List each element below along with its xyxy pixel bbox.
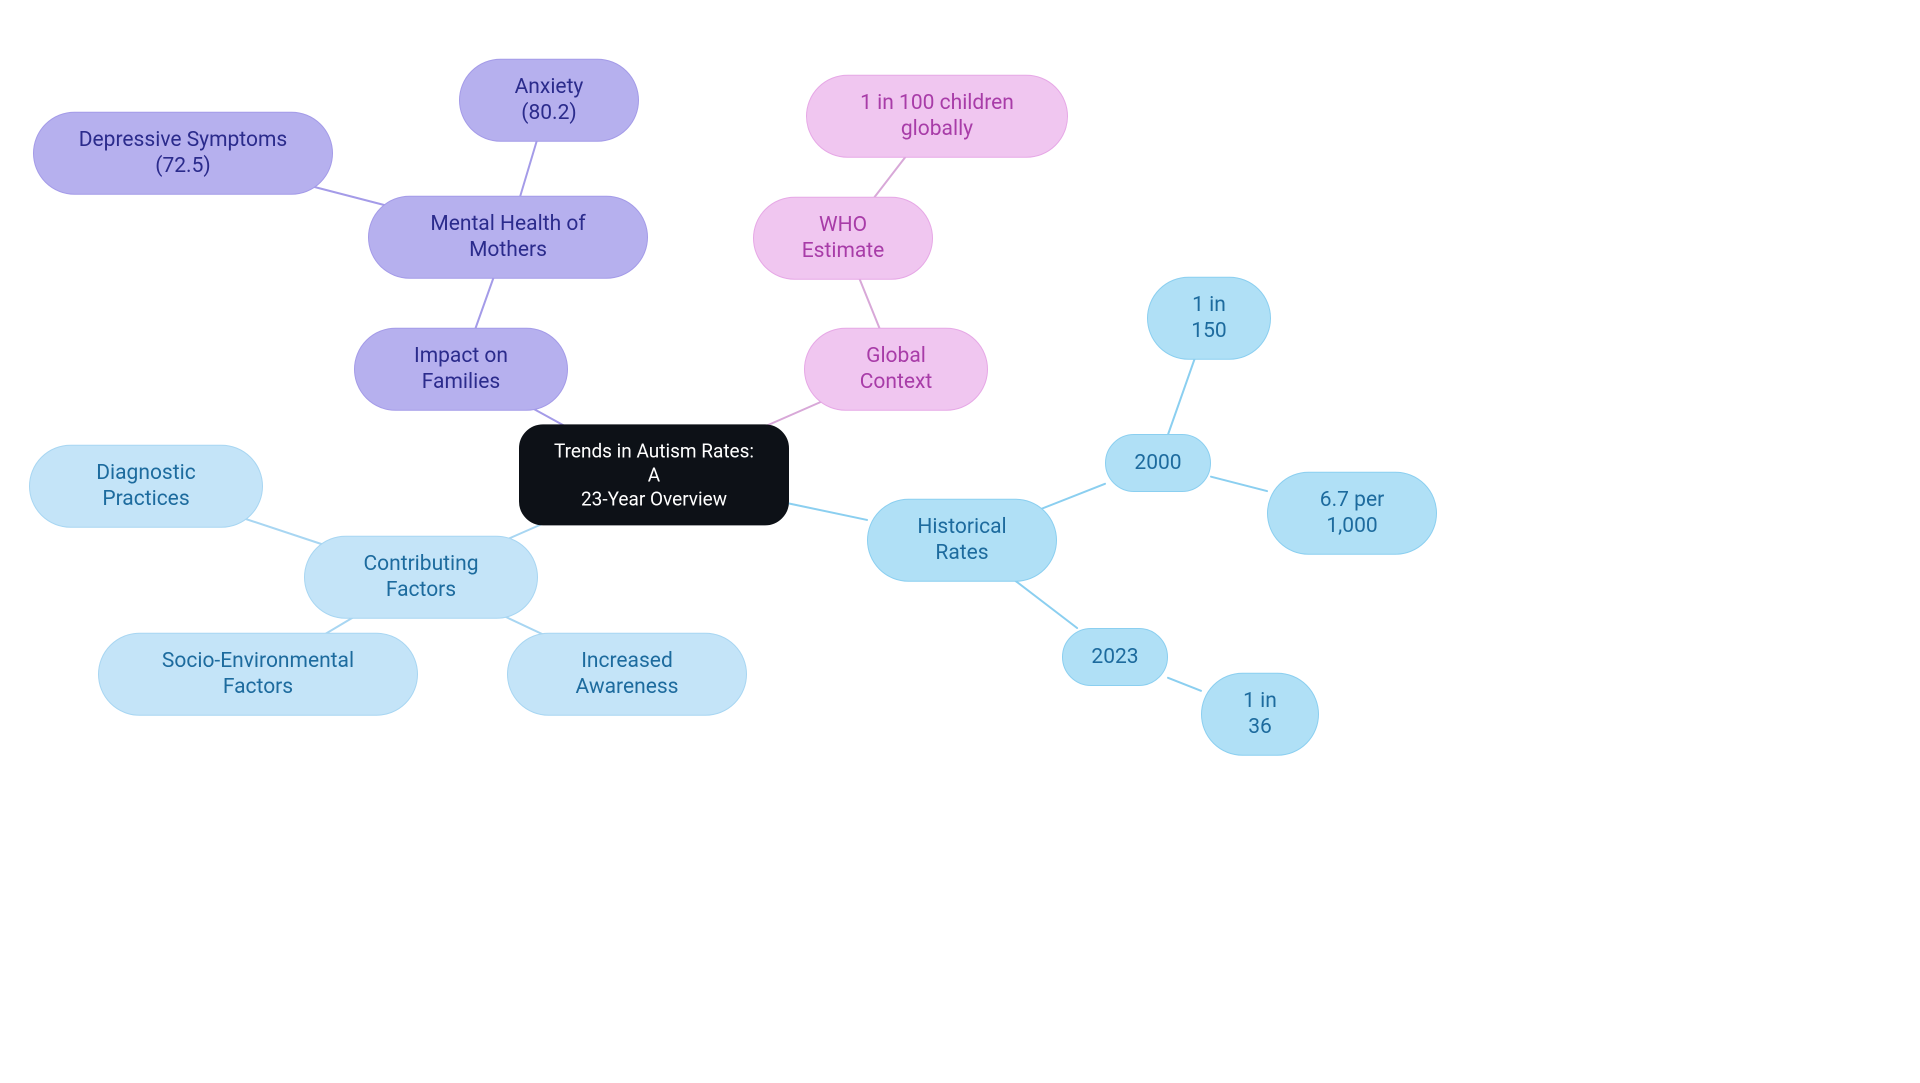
node-1-in-36: 1 in 36 <box>1201 673 1319 756</box>
node-mental-health-mothers: Mental Health of Mothers <box>368 196 648 279</box>
node-label: 2023 <box>1091 644 1138 670</box>
node-contributing-factors: Contributing Factors <box>304 536 538 619</box>
node-impact-families: Impact on Families <box>354 328 568 411</box>
node-label: WHO Estimate <box>784 212 902 265</box>
node-label: Diagnostic Practices <box>60 460 232 513</box>
node-global-context: Global Context <box>804 328 988 411</box>
node-2023: 2023 <box>1062 628 1168 686</box>
node-anxiety: Anxiety (80.2) <box>459 59 639 142</box>
node-label: 1 in 36 <box>1232 688 1288 741</box>
node-label: 1 in 150 <box>1178 292 1240 345</box>
node-historical-rates: Historical Rates <box>867 499 1057 582</box>
node-6-7-per-1000: 6.7 per 1,000 <box>1267 472 1437 555</box>
node-label: Depressive Symptoms (72.5) <box>64 127 302 180</box>
node-increased-awareness: Increased Awareness <box>507 633 747 716</box>
node-label: Increased Awareness <box>538 648 716 701</box>
node-label: Historical Rates <box>898 514 1026 567</box>
node-label: 1 in 100 children globally <box>837 90 1037 143</box>
node-depressive-symptoms: Depressive Symptoms (72.5) <box>33 112 333 195</box>
node-2000: 2000 <box>1105 434 1211 492</box>
node-label: 2000 <box>1134 450 1181 476</box>
node-root-label: Trends in Autism Rates: A 23-Year Overvi… <box>550 439 758 510</box>
node-label: Impact on Families <box>385 343 537 396</box>
node-label: Anxiety (80.2) <box>490 74 608 127</box>
node-label: Global Context <box>835 343 957 396</box>
node-who-1-in-100: 1 in 100 children globally <box>806 75 1068 158</box>
node-root: Trends in Autism Rates: A 23-Year Overvi… <box>519 424 789 525</box>
node-diagnostic-practices: Diagnostic Practices <box>29 445 263 528</box>
node-who-estimate: WHO Estimate <box>753 197 933 280</box>
mindmap-canvas: Trends in Autism Rates: A 23-Year Overvi… <box>0 0 1920 1083</box>
node-socio-environmental: Socio-Environmental Factors <box>98 633 418 716</box>
node-label: Socio-Environmental Factors <box>129 648 387 701</box>
node-1-in-150: 1 in 150 <box>1147 277 1271 360</box>
node-label: 6.7 per 1,000 <box>1298 487 1406 540</box>
node-label: Contributing Factors <box>335 551 507 604</box>
node-label: Mental Health of Mothers <box>399 211 617 264</box>
